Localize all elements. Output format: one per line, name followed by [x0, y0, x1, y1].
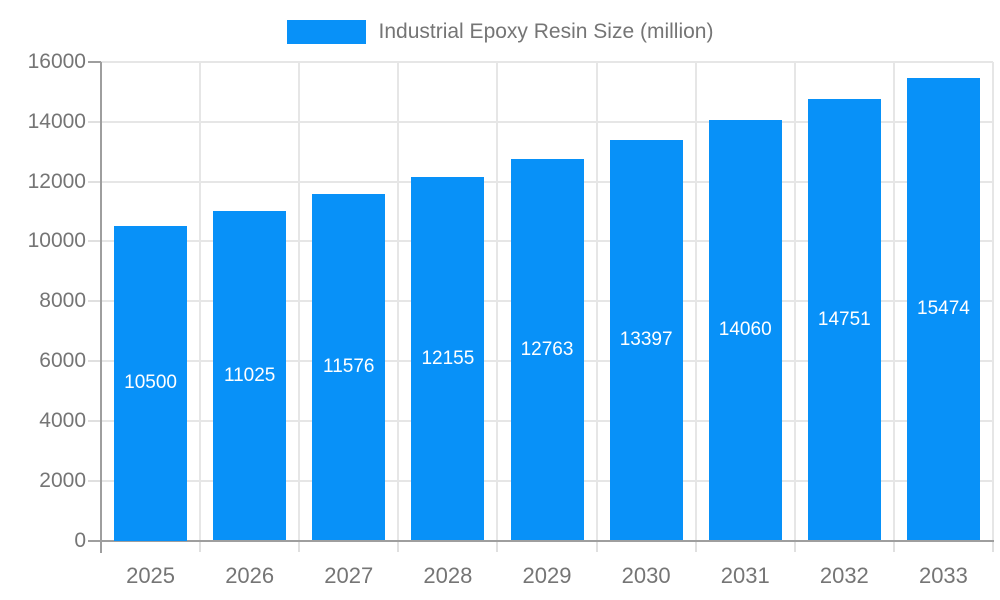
x-axis-line [100, 539, 994, 542]
bar-value-label: 12155 [421, 347, 475, 369]
x-axis-label: 2026 [225, 563, 275, 588]
y-axis-label: 14000 [27, 109, 86, 133]
y-tick [88, 240, 101, 243]
x-gridline [199, 62, 202, 541]
y-axis-label: 6000 [39, 349, 86, 373]
bar[interactable] [708, 120, 782, 541]
x-axis-label: 2033 [918, 563, 968, 588]
y-tick [88, 120, 101, 123]
x-gridline [992, 62, 994, 541]
legend-label: Industrial Epoxy Resin Size (million) [378, 20, 714, 43]
x-gridline [397, 62, 400, 541]
bar-value-label: 15474 [917, 298, 970, 320]
x-axis-label: 2027 [324, 563, 374, 588]
bar-value-label: 10500 [124, 372, 177, 394]
y-axis-label: 12000 [27, 169, 86, 193]
x-axis-label: 2025 [126, 563, 176, 588]
x-gridline [595, 62, 598, 541]
y-tick [88, 61, 101, 63]
y-axis-label: 10000 [27, 229, 86, 253]
bar-value-label: 14751 [817, 308, 871, 330]
y-tick [88, 300, 101, 303]
y-tick [88, 360, 101, 363]
y-axis-label: 0 [74, 528, 86, 552]
bar[interactable] [114, 226, 188, 541]
x-gridline [892, 62, 895, 541]
x-gridline [496, 62, 499, 541]
x-tick [992, 542, 994, 552]
bar-value-label: 12763 [520, 338, 574, 360]
y-gridline [101, 120, 993, 123]
bar[interactable] [807, 99, 881, 541]
bar-value-label: 11025 [223, 364, 276, 386]
x-gridline [298, 62, 301, 541]
x-gridline [694, 62, 697, 541]
x-gridline [793, 62, 796, 541]
y-tick [88, 419, 101, 422]
legend-swatch [286, 20, 366, 44]
bar[interactable] [609, 139, 683, 541]
x-tick [496, 542, 499, 552]
y-axis-label: 4000 [39, 408, 86, 432]
x-tick [199, 542, 202, 552]
bar[interactable] [510, 158, 584, 541]
x-tick [595, 542, 598, 552]
y-axis-label: 16000 [27, 50, 86, 73]
x-axis-label: 2028 [423, 563, 473, 588]
bar-value-label: 14060 [718, 319, 772, 341]
x-tick [298, 542, 301, 552]
bar[interactable] [411, 176, 485, 541]
bar[interactable] [213, 210, 287, 541]
x-axis-label: 2029 [522, 563, 572, 588]
x-axis-label: 2030 [621, 563, 671, 588]
x-tick [793, 542, 796, 552]
y-axis-label: 2000 [39, 468, 86, 492]
x-tick [694, 542, 697, 552]
y-tick [88, 180, 101, 183]
bar-value-label: 13397 [619, 329, 673, 351]
bar[interactable] [312, 194, 386, 541]
x-tick [397, 542, 400, 552]
y-tick [88, 479, 101, 482]
legend[interactable]: Industrial Epoxy Resin Size (million) [0, 17, 1000, 47]
x-axis-label: 2031 [720, 563, 770, 588]
bar[interactable] [906, 77, 980, 541]
y-axis-label: 8000 [39, 289, 86, 313]
y-tick [88, 539, 101, 542]
y-axis-line [100, 62, 102, 553]
bar-value-label: 11576 [323, 356, 375, 378]
x-tick [892, 542, 895, 552]
y-gridline [101, 61, 993, 63]
x-axis-label: 2032 [819, 563, 869, 588]
